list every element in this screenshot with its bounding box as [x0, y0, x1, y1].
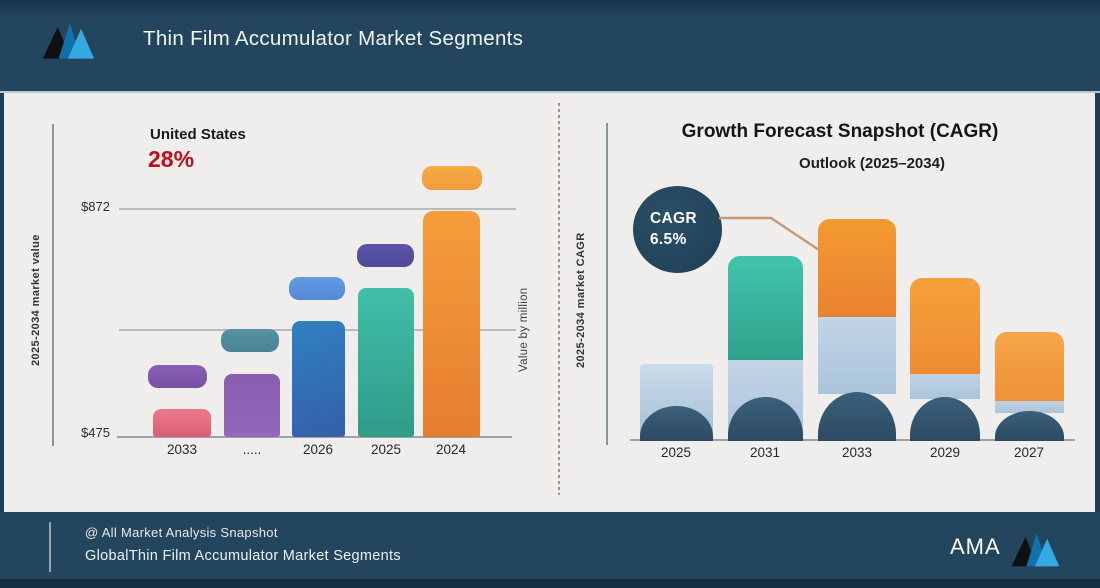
left-bar-2024 [423, 211, 480, 437]
badge-connector-line [719, 216, 820, 252]
page-title: Thin Film Accumulator Market Segments [143, 27, 524, 50]
left-bar-2025-cap [357, 244, 414, 267]
right-bar-2033-top-segment [818, 219, 896, 317]
left-chart-title: United States [150, 126, 246, 143]
right-xlabel-2027: 2027 [1013, 445, 1045, 460]
left-xlabel-2026: 2026 [302, 442, 334, 457]
left-y-axis-title: 2025-2034 market value [30, 234, 42, 366]
right-y-axis-title: 2025-2034 market CAGR [575, 232, 587, 368]
left-ytick-872: $872 [81, 199, 110, 214]
right-xlabel-2029: 2029 [929, 445, 961, 460]
footer-bar: @ All Market Analysis Snapshot GlobalThi… [0, 512, 1100, 588]
left-xlabel-2025: 2025 [370, 442, 402, 457]
footer-bottom-strip [0, 579, 1100, 588]
left-gridline-top [119, 208, 516, 210]
right-bar-2033-mid-segment [818, 314, 896, 394]
left-x-axis-line [117, 436, 512, 438]
left-ytick-475: $475 [81, 425, 110, 440]
left-bar-2024-cap [422, 166, 482, 190]
right-y-axis-line [606, 123, 608, 445]
left-xlabel-2033: 2033 [166, 442, 198, 457]
right-xlabel-2031: 2031 [749, 445, 781, 460]
left-bar-dots-cap [221, 329, 279, 352]
left-bar-2033-cap [148, 365, 207, 388]
right-xlabel-2025: 2025 [660, 445, 692, 460]
footer-brand-text: AMA [950, 534, 1001, 559]
left-y-axis-line [52, 124, 54, 446]
right-bar-2029-top-segment [910, 278, 980, 374]
left-xlabel-2024: 2024 [435, 442, 467, 457]
footer-snapshot-text: @ All Market Analysis Snapshot [85, 525, 278, 540]
header-bar: Thin Film Accumulator Market Segments [0, 0, 1100, 93]
left-chart-highlight-value: 28% [148, 146, 195, 172]
left-bar-dots [224, 374, 280, 437]
left-bar-2025 [358, 288, 414, 437]
cagr-badge-label: CAGR [650, 210, 697, 227]
right-xlabel-2033: 2033 [841, 445, 873, 460]
ama-logo-icon [42, 23, 95, 59]
footer-report-title: GlobalThin Film Accumulator Market Segme… [85, 548, 401, 564]
footer-ama-logo-icon [1011, 533, 1060, 567]
right-bar-2027-top-segment [995, 332, 1064, 401]
right-chart-title: Growth Forecast Snapshot (CAGR) [681, 121, 999, 142]
right-border-strip [1095, 93, 1100, 512]
value-by-million-label: Value by million [518, 287, 530, 373]
left-bar-2026 [292, 321, 345, 437]
cagr-badge: CAGR 6.5% [633, 186, 722, 273]
left-border-strip [0, 93, 4, 512]
right-bar-2027-mid-segment [995, 398, 1064, 413]
right-chart-subtitle: Outlook (2025–2034) [799, 155, 945, 172]
footer-accent-line [49, 522, 51, 572]
right-bar-2031-top-segment [728, 256, 803, 360]
left-bar-2033 [153, 409, 211, 437]
left-bar-2026-cap [289, 277, 345, 300]
panel-divider-dashed-line [558, 103, 560, 495]
left-xlabel-dots: ..... [242, 442, 262, 457]
cagr-badge-value: 6.5% [650, 231, 687, 248]
right-bar-2029-mid-segment [910, 371, 980, 399]
